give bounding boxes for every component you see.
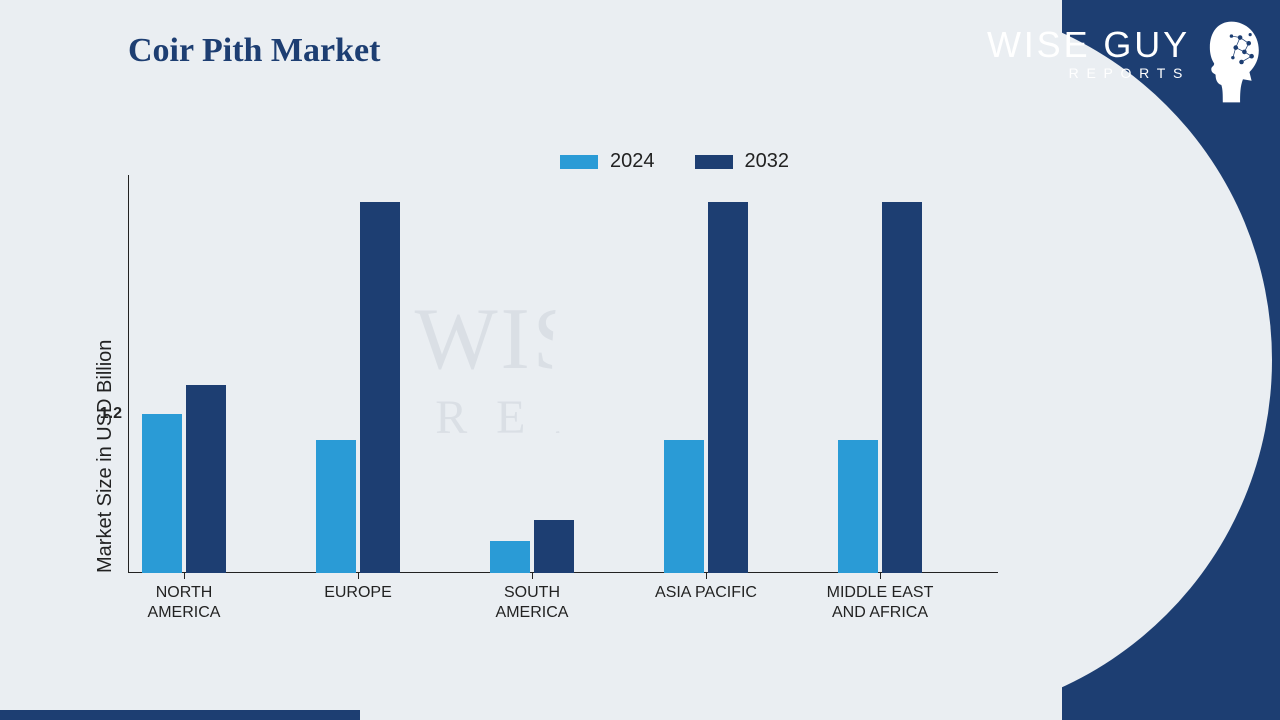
brand-head-icon bbox=[1194, 18, 1266, 106]
ytick-label: 1.2 bbox=[100, 405, 128, 423]
brand-line-1: WISE GUY bbox=[987, 24, 1190, 65]
category-label: MIDDLE EAST AND AFRICA bbox=[825, 583, 935, 623]
bar-2024 bbox=[142, 414, 182, 573]
legend-swatch-2032 bbox=[695, 155, 733, 169]
chart-title: Coir Pith Market bbox=[128, 32, 380, 70]
bar-2032 bbox=[882, 202, 922, 573]
x-tick bbox=[358, 573, 359, 579]
category-label: SOUTH AMERICA bbox=[477, 583, 587, 623]
bar-2024 bbox=[664, 440, 704, 573]
x-tick bbox=[184, 573, 185, 579]
y-axis-label: Market Size in USD Billion bbox=[94, 175, 117, 573]
x-tick bbox=[880, 573, 881, 579]
bar-2024 bbox=[316, 440, 356, 573]
brand-line-2: REPORTS bbox=[987, 66, 1190, 81]
bar-2032 bbox=[186, 385, 226, 573]
footer-accent-line bbox=[0, 710, 360, 720]
brand-logo-text: WISE GUY REPORTS bbox=[987, 26, 1190, 80]
legend-item-2032: 2032 bbox=[695, 150, 790, 173]
bar-chart: Market Size in USD Billion 1.2NORTH AMER… bbox=[128, 175, 998, 573]
chart-legend: 2024 2032 bbox=[560, 150, 789, 173]
category-label: NORTH AMERICA bbox=[129, 583, 239, 623]
legend-label-2032: 2032 bbox=[745, 150, 790, 173]
plot-area: 1.2NORTH AMERICAEUROPESOUTH AMERICAASIA … bbox=[128, 175, 998, 573]
bar-2032 bbox=[360, 202, 400, 573]
x-tick bbox=[706, 573, 707, 579]
bar-2024 bbox=[490, 541, 530, 573]
brand-band bbox=[1062, 0, 1280, 720]
x-tick bbox=[532, 573, 533, 579]
page-root: Coir Pith Market WISE GUY REPORTS WISE bbox=[0, 0, 1280, 720]
category-label: ASIA PACIFIC bbox=[651, 583, 761, 603]
bar-2032 bbox=[708, 202, 748, 573]
legend-label-2024: 2024 bbox=[610, 150, 655, 173]
bar-2024 bbox=[838, 440, 878, 573]
bar-2032 bbox=[534, 520, 574, 573]
category-label: EUROPE bbox=[303, 583, 413, 603]
legend-item-2024: 2024 bbox=[560, 150, 655, 173]
legend-swatch-2024 bbox=[560, 155, 598, 169]
